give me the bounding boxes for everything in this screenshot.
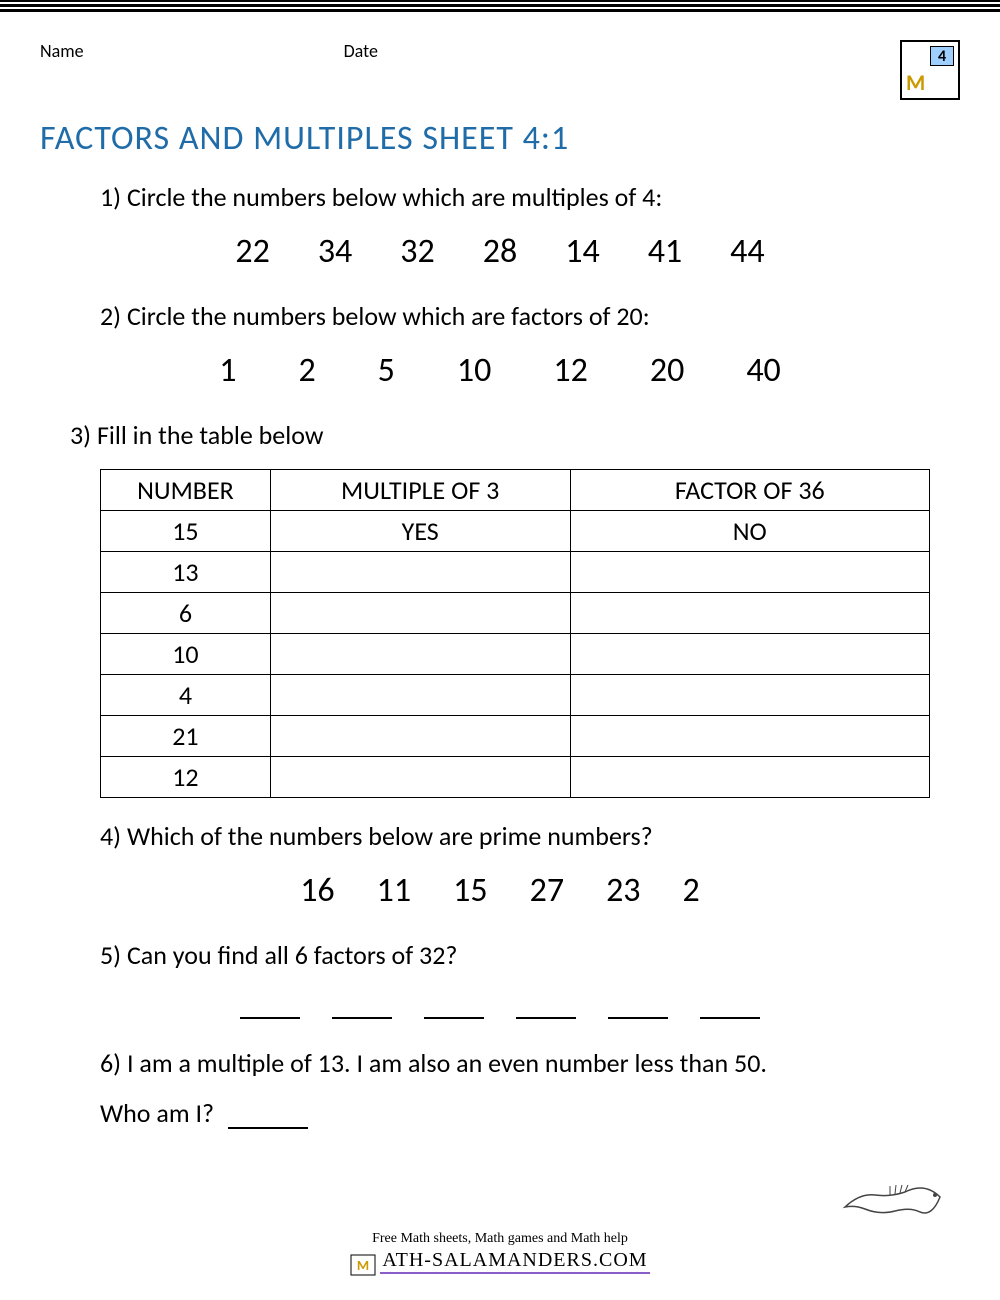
q4-num: 16 [300,870,334,911]
q4-num: 23 [606,870,640,911]
footer-tagline: Free Math sheets, Math games and Math he… [0,1231,1000,1247]
question-4-numbers: 16 11 15 27 23 2 [40,870,960,911]
answer-blank[interactable] [424,991,484,1019]
table-cell[interactable] [270,552,570,593]
table-row: 12 [101,757,930,798]
table-header: MULTIPLE OF 3 [270,470,570,511]
grade-number: 4 [930,46,954,66]
table-header: FACTOR OF 36 [570,470,930,511]
worksheet-title: FACTORS AND MULTIPLES SHEET 4:1 [40,118,960,159]
table-cell[interactable] [270,757,570,798]
table-cell[interactable] [270,675,570,716]
question-2-numbers: 1 2 5 10 12 20 40 [40,350,960,391]
q4-num: 11 [377,870,411,911]
table-cell[interactable] [570,716,930,757]
table-row: 21 [101,716,930,757]
q1-num: 41 [648,231,682,272]
table-cell[interactable] [570,757,930,798]
table-cell[interactable] [570,552,930,593]
question-1-text: 1) Circle the numbers below which are mu… [100,181,960,213]
table-cell: 6 [101,593,271,634]
question-5-text: 5) Can you find all 6 factors of 32? [100,939,960,971]
who-am-i-label: Who am I? [100,1097,214,1129]
salamander-icon [840,1167,950,1240]
question-5-blanks [40,991,960,1019]
table-cell: 12 [101,757,271,798]
table-cell[interactable]: YES [270,511,570,552]
table-cell: 4 [101,675,271,716]
table-row: 13 [101,552,930,593]
question-6-who: Who am I? [100,1097,960,1129]
table-header-row: NUMBER MULTIPLE OF 3 FACTOR OF 36 [101,470,930,511]
q1-num: 22 [235,231,269,272]
answer-blank[interactable] [332,991,392,1019]
q1-num: 14 [565,231,599,272]
date-label: Date [344,40,378,62]
table-cell: 21 [101,716,271,757]
q2-num: 2 [298,350,315,391]
question-2-text: 2) Circle the numbers below which are fa… [100,300,960,332]
worksheet-page: Name Date M 4 FACTORS AND MULTIPLES SHEE… [0,6,1000,1300]
table-cell[interactable]: NO [570,511,930,552]
q2-num: 40 [746,350,780,391]
table-cell: 10 [101,634,271,675]
question-4-text: 4) Which of the numbers below are prime … [100,820,960,852]
grade-badge: M 4 [900,40,960,100]
q2-num: 1 [219,350,236,391]
q1-num: 28 [483,231,517,272]
q1-num: 34 [318,231,352,272]
name-label: Name [40,40,84,62]
q2-num: 5 [378,350,395,391]
q4-num: 15 [453,870,487,911]
answer-blank[interactable] [228,1103,308,1129]
table-header: NUMBER [101,470,271,511]
question-6-text: 6) I am a multiple of 13. I am also an e… [100,1047,960,1079]
question-1-numbers: 22 34 32 28 14 41 44 [40,231,960,272]
table-cell[interactable] [270,634,570,675]
question-3-text: 3) Fill in the table below [70,419,960,451]
table-row: 6 [101,593,930,634]
table-cell[interactable] [570,675,930,716]
salamander-icon: M [906,69,925,96]
answer-blank[interactable] [516,991,576,1019]
q2-num: 12 [553,350,587,391]
q4-num: 2 [683,870,700,911]
svg-text:M: M [357,1257,369,1274]
q2-num: 10 [457,350,491,391]
table-cell[interactable] [570,593,930,634]
footer: Free Math sheets, Math games and Math he… [0,1231,1000,1276]
table-cell: 15 [101,511,271,552]
table-cell[interactable] [270,716,570,757]
footer-logo-icon: M [350,1249,376,1276]
question-3-table: NUMBER MULTIPLE OF 3 FACTOR OF 36 15YESN… [100,469,930,798]
footer-site: ATH-SALAMANDERS.COM [380,1249,649,1274]
answer-blank[interactable] [608,991,668,1019]
q1-num: 44 [730,231,764,272]
table-cell[interactable] [570,634,930,675]
table-row: 15YESNO [101,511,930,552]
answer-blank[interactable] [700,991,760,1019]
table-cell: 13 [101,552,271,593]
q1-num: 32 [400,231,434,272]
answer-blank[interactable] [240,991,300,1019]
q2-num: 20 [650,350,684,391]
header-row: Name Date M 4 [40,40,960,100]
table-cell[interactable] [270,593,570,634]
table-row: 4 [101,675,930,716]
table-row: 10 [101,634,930,675]
q4-num: 27 [530,870,564,911]
